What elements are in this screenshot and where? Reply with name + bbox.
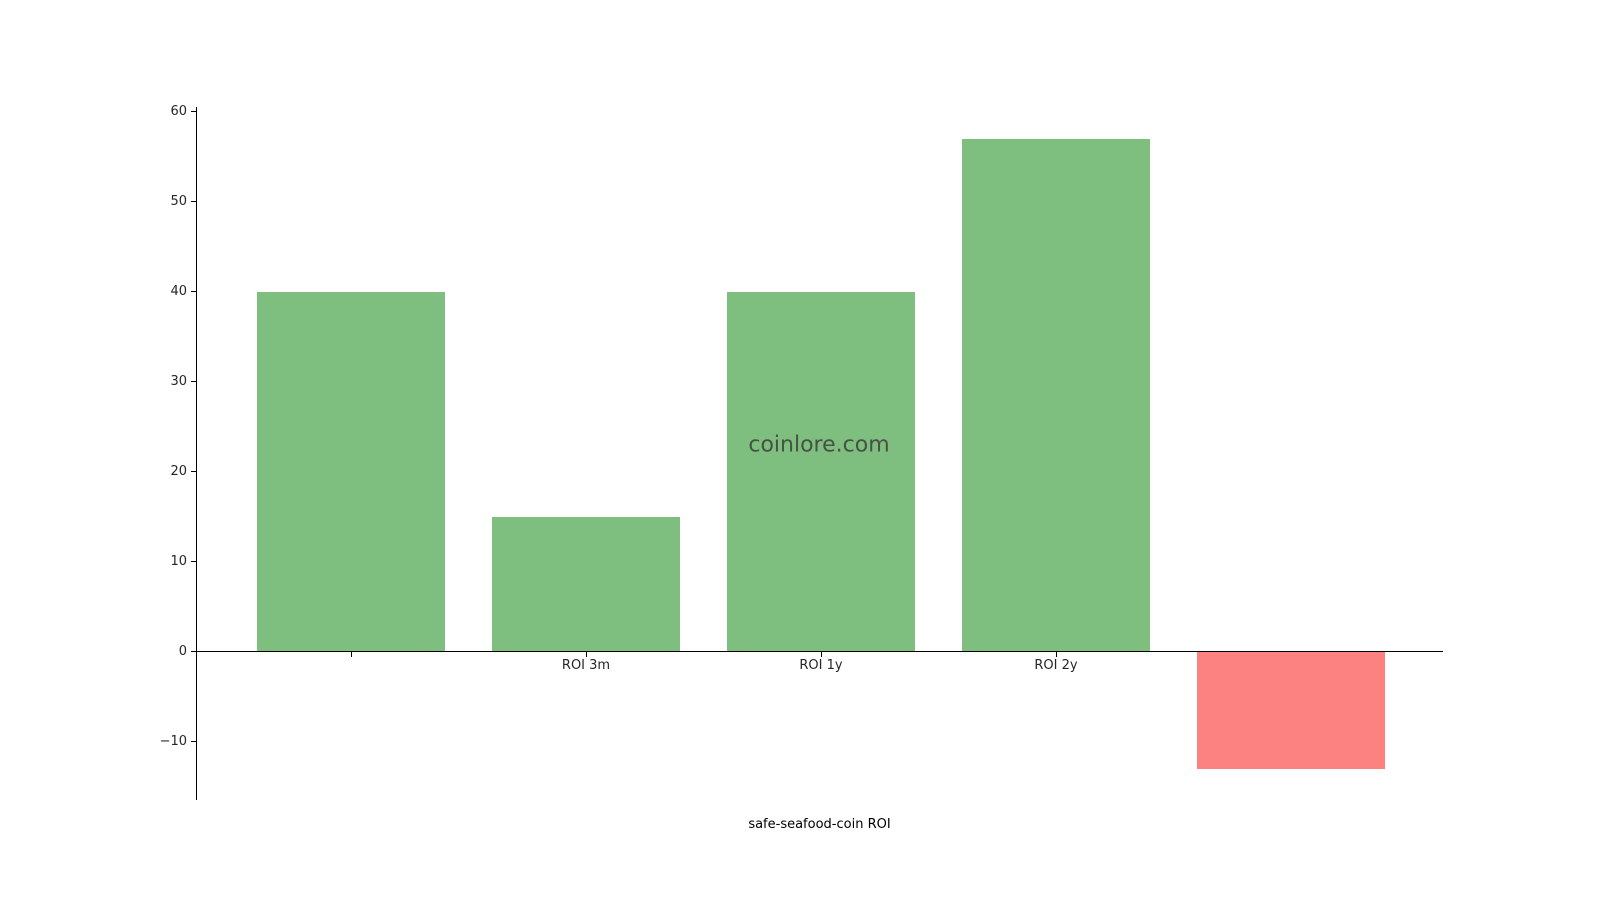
- y-tick: [191, 561, 196, 562]
- x-tick: [351, 651, 352, 657]
- y-tick: [191, 291, 196, 292]
- bar-series-0: [257, 291, 445, 652]
- y-tick-label: 40: [170, 283, 187, 299]
- watermark: coinlore.com: [748, 432, 890, 458]
- x-tick-label: ROI 3m: [561, 657, 611, 673]
- y-tick: [191, 201, 196, 202]
- y-tick: [191, 111, 196, 112]
- x-tick: [586, 651, 587, 657]
- y-tick: [191, 651, 196, 652]
- bar-series-4: [1197, 651, 1385, 769]
- y-axis-line: [196, 107, 197, 800]
- bar-roi-1y: [727, 291, 915, 652]
- y-tick: [191, 741, 196, 742]
- y-tick-label: 20: [170, 463, 187, 479]
- x-tick-label: ROI 2y: [1034, 657, 1078, 673]
- y-tick-label: 60: [170, 103, 187, 119]
- x-tick: [1056, 651, 1057, 657]
- y-tick-label: 50: [170, 193, 187, 209]
- y-tick-label: 10: [170, 553, 187, 569]
- y-tick-label: 30: [170, 373, 187, 389]
- bar-roi-2y: [962, 138, 1150, 652]
- y-tick: [191, 471, 196, 472]
- chart-title: safe-seafood-coin ROI: [748, 817, 891, 832]
- x-tick-label: ROI 1y: [799, 657, 843, 673]
- y-tick: [191, 381, 196, 382]
- bar-roi-3m: [492, 516, 680, 652]
- x-tick: [821, 651, 822, 657]
- y-tick-label: −10: [159, 733, 187, 749]
- x-axis-line: [196, 651, 1443, 652]
- y-tick-label: 0: [178, 643, 187, 659]
